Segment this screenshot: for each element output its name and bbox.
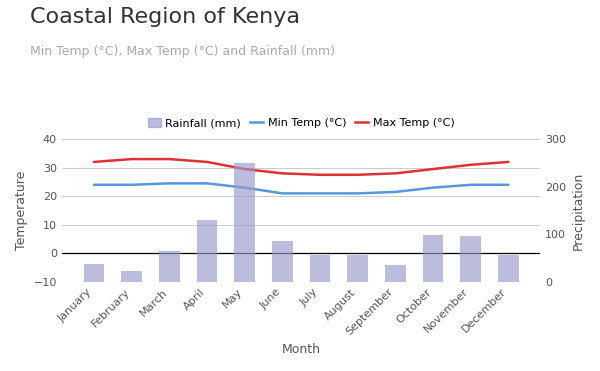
Bar	[422, 235, 443, 282]
Bar	[460, 236, 481, 282]
X-axis label: Month: Month	[281, 343, 320, 356]
Bar	[498, 255, 519, 282]
Text: Coastal Region of Kenya: Coastal Region of Kenya	[30, 7, 300, 27]
Bar	[385, 265, 406, 282]
Bar	[197, 220, 217, 282]
Legend: Rainfall (mm), Min Temp (°C), Max Temp (°C): Rainfall (mm), Min Temp (°C), Max Temp (…	[143, 113, 459, 132]
Bar	[121, 271, 142, 282]
Bar	[234, 163, 255, 282]
Bar	[347, 255, 368, 282]
Bar	[272, 240, 293, 282]
Bar	[83, 264, 104, 282]
Bar	[310, 255, 331, 282]
Y-axis label: Temperature: Temperature	[15, 171, 28, 250]
Bar	[159, 252, 179, 282]
Y-axis label: Precipitation: Precipitation	[572, 171, 585, 250]
Text: Min Temp (°C), Max Temp (°C) and Rainfall (mm): Min Temp (°C), Max Temp (°C) and Rainfal…	[30, 45, 335, 58]
